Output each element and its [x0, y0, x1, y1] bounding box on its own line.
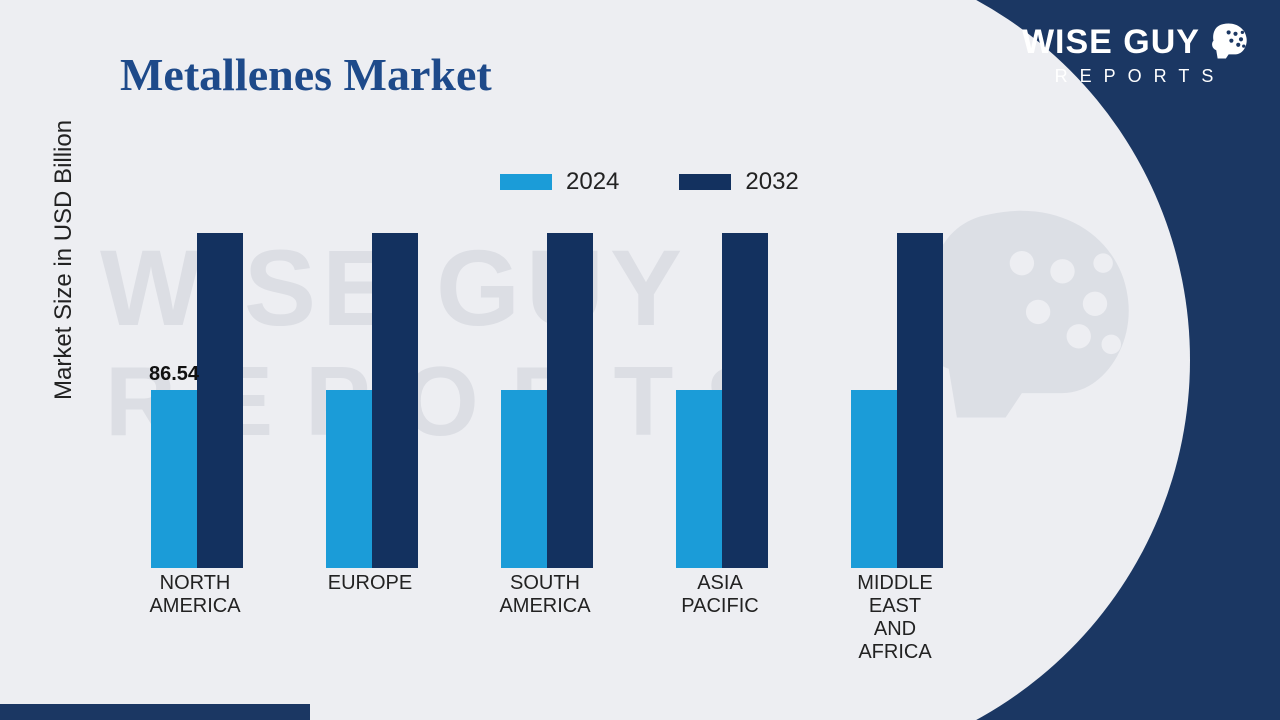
- bar: [722, 233, 768, 568]
- x-axis-tick-label: EUROPE: [305, 572, 435, 595]
- bar: [326, 390, 372, 568]
- bar-chart: 86.54: [100, 208, 970, 568]
- brand-subtitle: REPORTS: [1022, 66, 1252, 87]
- legend: 2024 2032: [500, 168, 799, 196]
- legend-item-2024: 2024: [500, 168, 619, 196]
- bar: [547, 233, 593, 568]
- bar: [151, 390, 197, 568]
- y-axis-label: Market Size in USD Billion: [50, 120, 78, 400]
- bottom-accent-bar: [0, 704, 310, 720]
- brand-logo: WISE GUY REPORTS: [1022, 20, 1252, 87]
- x-axis-tick-label: ASIA PACIFIC: [655, 572, 785, 618]
- bar-value-label: 86.54: [134, 363, 214, 386]
- brand-name: WISE GUY: [1022, 25, 1200, 59]
- x-axis-tick-label: SOUTH AMERICA: [480, 572, 610, 618]
- bar: [501, 390, 547, 568]
- bar: [676, 390, 722, 568]
- legend-label-2032: 2032: [745, 168, 798, 196]
- bar: [851, 390, 897, 568]
- bar: [897, 233, 943, 568]
- chart-title: Metallenes Market: [120, 48, 492, 101]
- brand-logo-top: WISE GUY: [1022, 20, 1252, 64]
- legend-swatch-2024: [500, 174, 552, 190]
- bar: [372, 233, 418, 568]
- x-axis-tick-label: NORTH AMERICA: [130, 572, 260, 618]
- bar: [197, 233, 243, 568]
- x-axis-tick-label: MIDDLE EAST AND AFRICA: [830, 572, 960, 664]
- head-icon: [1208, 20, 1252, 64]
- legend-label-2024: 2024: [566, 168, 619, 196]
- legend-swatch-2032: [679, 174, 731, 190]
- legend-item-2032: 2032: [679, 168, 798, 196]
